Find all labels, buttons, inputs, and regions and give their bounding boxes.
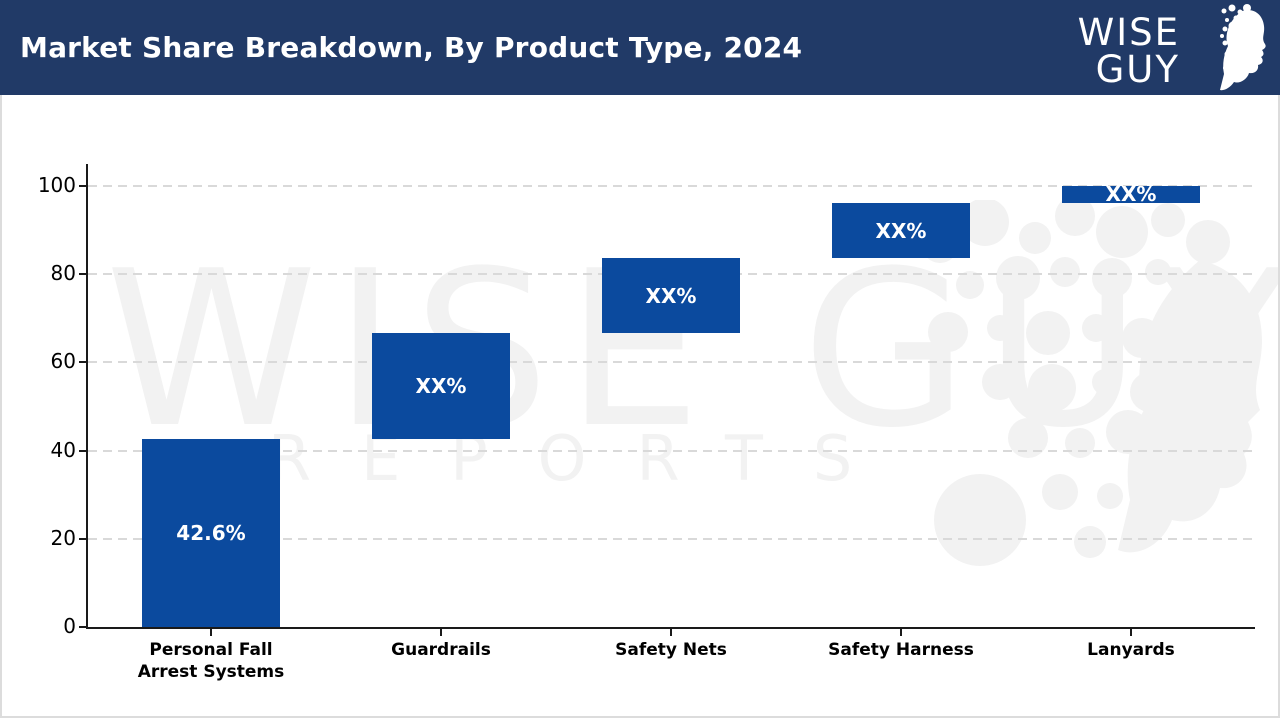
- bar-segment-2: XX%: [372, 333, 510, 440]
- y-tick-label: 20: [50, 525, 76, 550]
- page-title: Market Share Breakdown, By Product Type,…: [20, 31, 803, 64]
- x-category-label: Lanyards: [1087, 640, 1175, 660]
- frame-bottom-line: [0, 716, 1280, 718]
- x-category-label: Guardrails: [391, 640, 491, 660]
- y-tick-label: 0: [63, 614, 76, 638]
- bar-value-label: XX%: [645, 283, 697, 308]
- x-tick: [670, 629, 672, 636]
- logo-wiseguy-text: WISE GUY: [1077, 11, 1180, 91]
- y-tick: [79, 361, 87, 364]
- bar-segment-5: XX%: [1062, 182, 1200, 206]
- logo: WISE GUY REPORTS: [1008, 0, 1268, 110]
- logo-text: WISE GUY REPORTS: [1008, 14, 1180, 110]
- y-axis-line: [86, 164, 88, 629]
- frame-right-line: [1278, 95, 1280, 718]
- logo-reports-text: REPORTS: [1032, 92, 1178, 110]
- header-bar: Market Share Breakdown, By Product Type,…: [0, 0, 1280, 110]
- watermark-head-dots-icon: [922, 200, 1262, 566]
- bar-segment-3: XX%: [602, 258, 740, 334]
- y-tick: [79, 626, 87, 628]
- x-category-label: Safety Nets: [615, 640, 727, 660]
- y-tick: [79, 537, 87, 540]
- y-tick: [79, 449, 87, 452]
- gridline: [88, 185, 1253, 187]
- x-tick: [900, 629, 902, 636]
- gridline: [88, 537, 1253, 540]
- x-tick: [1130, 629, 1132, 636]
- y-tick-label: 100: [37, 173, 76, 197]
- x-category-label: Personal Fall Arrest Systems: [137, 640, 285, 682]
- bar-value-label: XX%: [1105, 182, 1157, 207]
- y-tick: [79, 185, 87, 187]
- logo-head-icon: [1220, 4, 1266, 91]
- bar-segment-1: 42.6%: [142, 439, 280, 627]
- y-tick-label: 40: [50, 437, 76, 462]
- bar-value-label: XX%: [415, 374, 467, 399]
- y-tick-label: 60: [50, 349, 76, 374]
- y-tick-label: 80: [50, 261, 76, 286]
- frame-left-line: [0, 95, 2, 718]
- gridline: [88, 449, 1253, 452]
- gridline: [88, 361, 1253, 364]
- x-category-label: Safety Harness: [828, 640, 974, 660]
- bar-segment-4: XX%: [832, 202, 970, 259]
- bar-value-label: XX%: [875, 218, 927, 243]
- watermark-reports-text: REPORTS: [268, 422, 903, 495]
- x-tick: [440, 629, 442, 636]
- x-axis-line: [86, 627, 1255, 629]
- bar-value-label: 42.6%: [176, 521, 246, 546]
- x-tick: [210, 629, 212, 636]
- y-tick: [79, 273, 87, 276]
